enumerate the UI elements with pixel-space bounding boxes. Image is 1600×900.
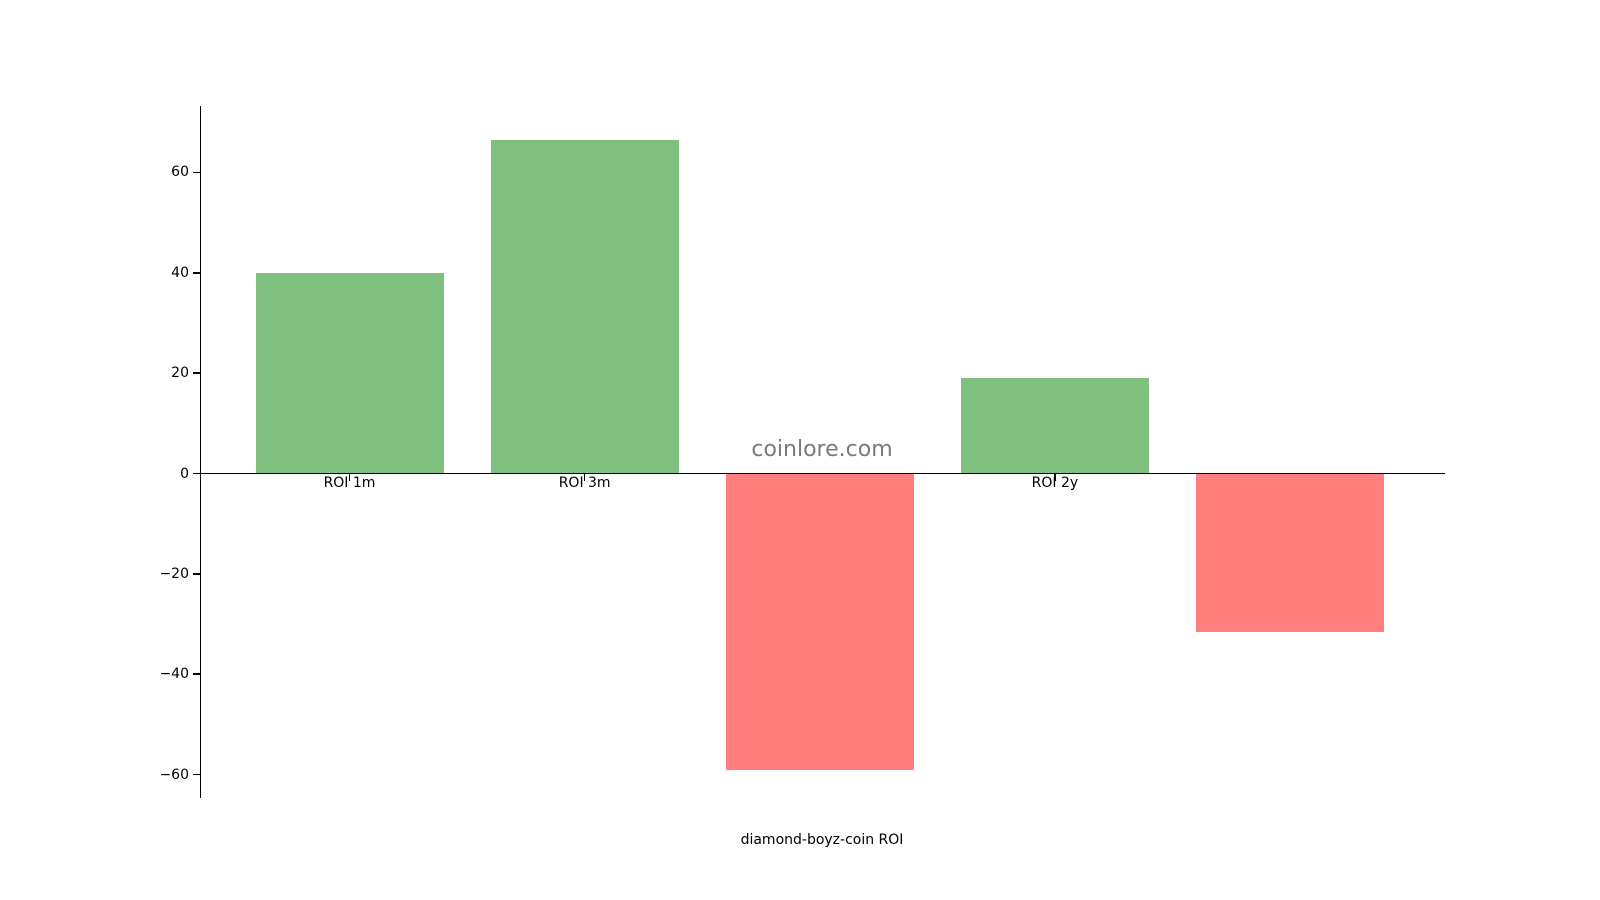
bar-5 [1196, 473, 1385, 632]
y-tick-label: 60 [171, 164, 189, 181]
y-tick-label: −60 [159, 766, 189, 783]
y-tick-label: −20 [159, 565, 189, 582]
bar-2 [490, 139, 679, 474]
y-tick-label: 40 [171, 264, 189, 281]
x-tick-label: ROI 1m [323, 474, 376, 491]
y-tick [193, 272, 200, 274]
chart-title: diamond-boyz-coin ROI [740, 832, 904, 848]
bar-3 [725, 473, 914, 770]
y-tick-label: −40 [159, 666, 189, 683]
x-tick-label: ROI 2y [1031, 474, 1079, 491]
x-axis-zero-line [199, 472, 1445, 475]
y-tick [193, 773, 200, 776]
x-tick [348, 473, 351, 481]
y-tick-label: 20 [171, 365, 189, 382]
y-tick-label: 0 [180, 465, 189, 482]
bar-4 [960, 378, 1149, 474]
y-tick [193, 372, 200, 374]
x-tick [583, 473, 586, 481]
y-tick [193, 171, 200, 174]
x-tick [1054, 473, 1056, 481]
y-axis-spine [199, 106, 201, 798]
y-tick [193, 472, 200, 475]
bar-1 [255, 272, 444, 474]
y-tick [193, 673, 200, 675]
x-tick-label: ROI 3m [558, 474, 611, 491]
watermark: coinlore.com [751, 437, 893, 462]
y-tick [193, 573, 200, 575]
